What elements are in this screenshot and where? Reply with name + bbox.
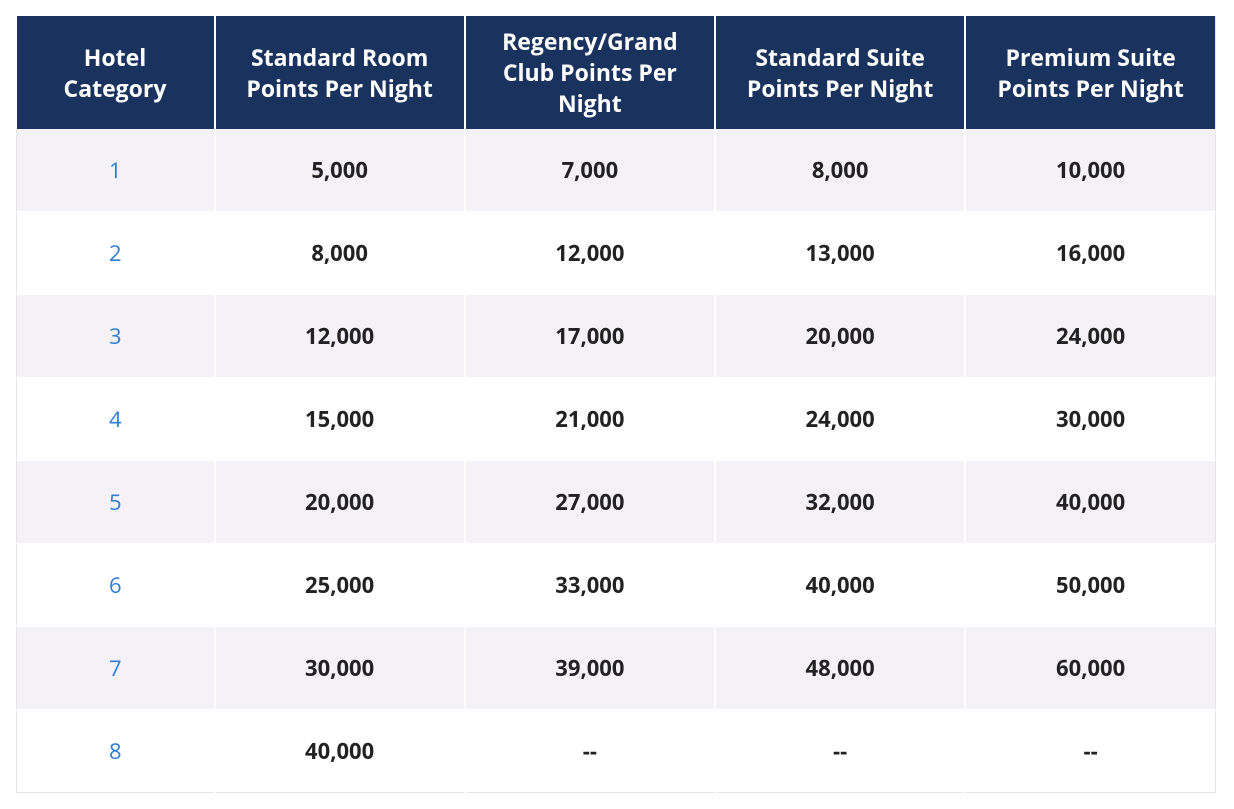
- category-link[interactable]: 6: [109, 570, 122, 600]
- standard-room-cell: 20,000: [215, 461, 465, 544]
- regency-club-cell: 7,000: [465, 129, 715, 212]
- premium-suite-cell: 40,000: [965, 461, 1215, 544]
- regency-club-cell: 33,000: [465, 544, 715, 627]
- col-header-premium-suite: Premium Suite Points Per Night: [965, 16, 1215, 129]
- standard-suite-cell: 32,000: [715, 461, 965, 544]
- category-link[interactable]: 5: [109, 487, 122, 517]
- standard-room-cell: 15,000: [215, 378, 465, 461]
- points-table: Hotel Category Standard Room Points Per …: [16, 16, 1216, 793]
- standard-room-cell: 40,000: [215, 710, 465, 793]
- table-header: Hotel Category Standard Room Points Per …: [17, 16, 1216, 129]
- category-cell: 5: [17, 461, 215, 544]
- premium-suite-cell: 50,000: [965, 544, 1215, 627]
- premium-suite-cell: 30,000: [965, 378, 1215, 461]
- regency-club-cell: 27,000: [465, 461, 715, 544]
- standard-room-cell: 8,000: [215, 212, 465, 295]
- table-row: 6 25,000 33,000 40,000 50,000: [17, 544, 1216, 627]
- premium-suite-cell: 10,000: [965, 129, 1215, 212]
- premium-suite-cell: --: [965, 710, 1215, 793]
- standard-suite-cell: 48,000: [715, 627, 965, 710]
- table-row: 7 30,000 39,000 48,000 60,000: [17, 627, 1216, 710]
- regency-club-cell: 39,000: [465, 627, 715, 710]
- category-cell: 7: [17, 627, 215, 710]
- points-table-container: Hotel Category Standard Room Points Per …: [16, 16, 1216, 793]
- standard-suite-cell: --: [715, 710, 965, 793]
- regency-club-cell: 12,000: [465, 212, 715, 295]
- standard-suite-cell: 24,000: [715, 378, 965, 461]
- category-link[interactable]: 3: [109, 321, 122, 351]
- table-row: 4 15,000 21,000 24,000 30,000: [17, 378, 1216, 461]
- standard-room-cell: 12,000: [215, 295, 465, 378]
- category-link[interactable]: 1: [109, 155, 122, 185]
- premium-suite-cell: 16,000: [965, 212, 1215, 295]
- standard-suite-cell: 40,000: [715, 544, 965, 627]
- regency-club-cell: 21,000: [465, 378, 715, 461]
- premium-suite-cell: 24,000: [965, 295, 1215, 378]
- category-cell: 6: [17, 544, 215, 627]
- premium-suite-cell: 60,000: [965, 627, 1215, 710]
- standard-room-cell: 5,000: [215, 129, 465, 212]
- col-header-regency-club: Regency/Grand Club Points Per Night: [465, 16, 715, 129]
- category-cell: 4: [17, 378, 215, 461]
- col-header-category: Hotel Category: [17, 16, 215, 129]
- col-header-standard-suite: Standard Suite Points Per Night: [715, 16, 965, 129]
- category-cell: 3: [17, 295, 215, 378]
- table-body: 1 5,000 7,000 8,000 10,000 2 8,000 12,00…: [17, 129, 1216, 793]
- table-row: 8 40,000 -- -- --: [17, 710, 1216, 793]
- category-link[interactable]: 8: [109, 736, 122, 766]
- table-row: 2 8,000 12,000 13,000 16,000: [17, 212, 1216, 295]
- table-row: 5 20,000 27,000 32,000 40,000: [17, 461, 1216, 544]
- standard-suite-cell: 13,000: [715, 212, 965, 295]
- standard-suite-cell: 20,000: [715, 295, 965, 378]
- category-cell: 1: [17, 129, 215, 212]
- category-link[interactable]: 4: [109, 404, 122, 434]
- category-cell: 8: [17, 710, 215, 793]
- standard-room-cell: 25,000: [215, 544, 465, 627]
- category-link[interactable]: 2: [109, 238, 122, 268]
- regency-club-cell: 17,000: [465, 295, 715, 378]
- category-cell: 2: [17, 212, 215, 295]
- table-row: 1 5,000 7,000 8,000 10,000: [17, 129, 1216, 212]
- regency-club-cell: --: [465, 710, 715, 793]
- table-row: 3 12,000 17,000 20,000 24,000: [17, 295, 1216, 378]
- category-link[interactable]: 7: [109, 653, 122, 683]
- col-header-standard-room: Standard Room Points Per Night: [215, 16, 465, 129]
- standard-room-cell: 30,000: [215, 627, 465, 710]
- standard-suite-cell: 8,000: [715, 129, 965, 212]
